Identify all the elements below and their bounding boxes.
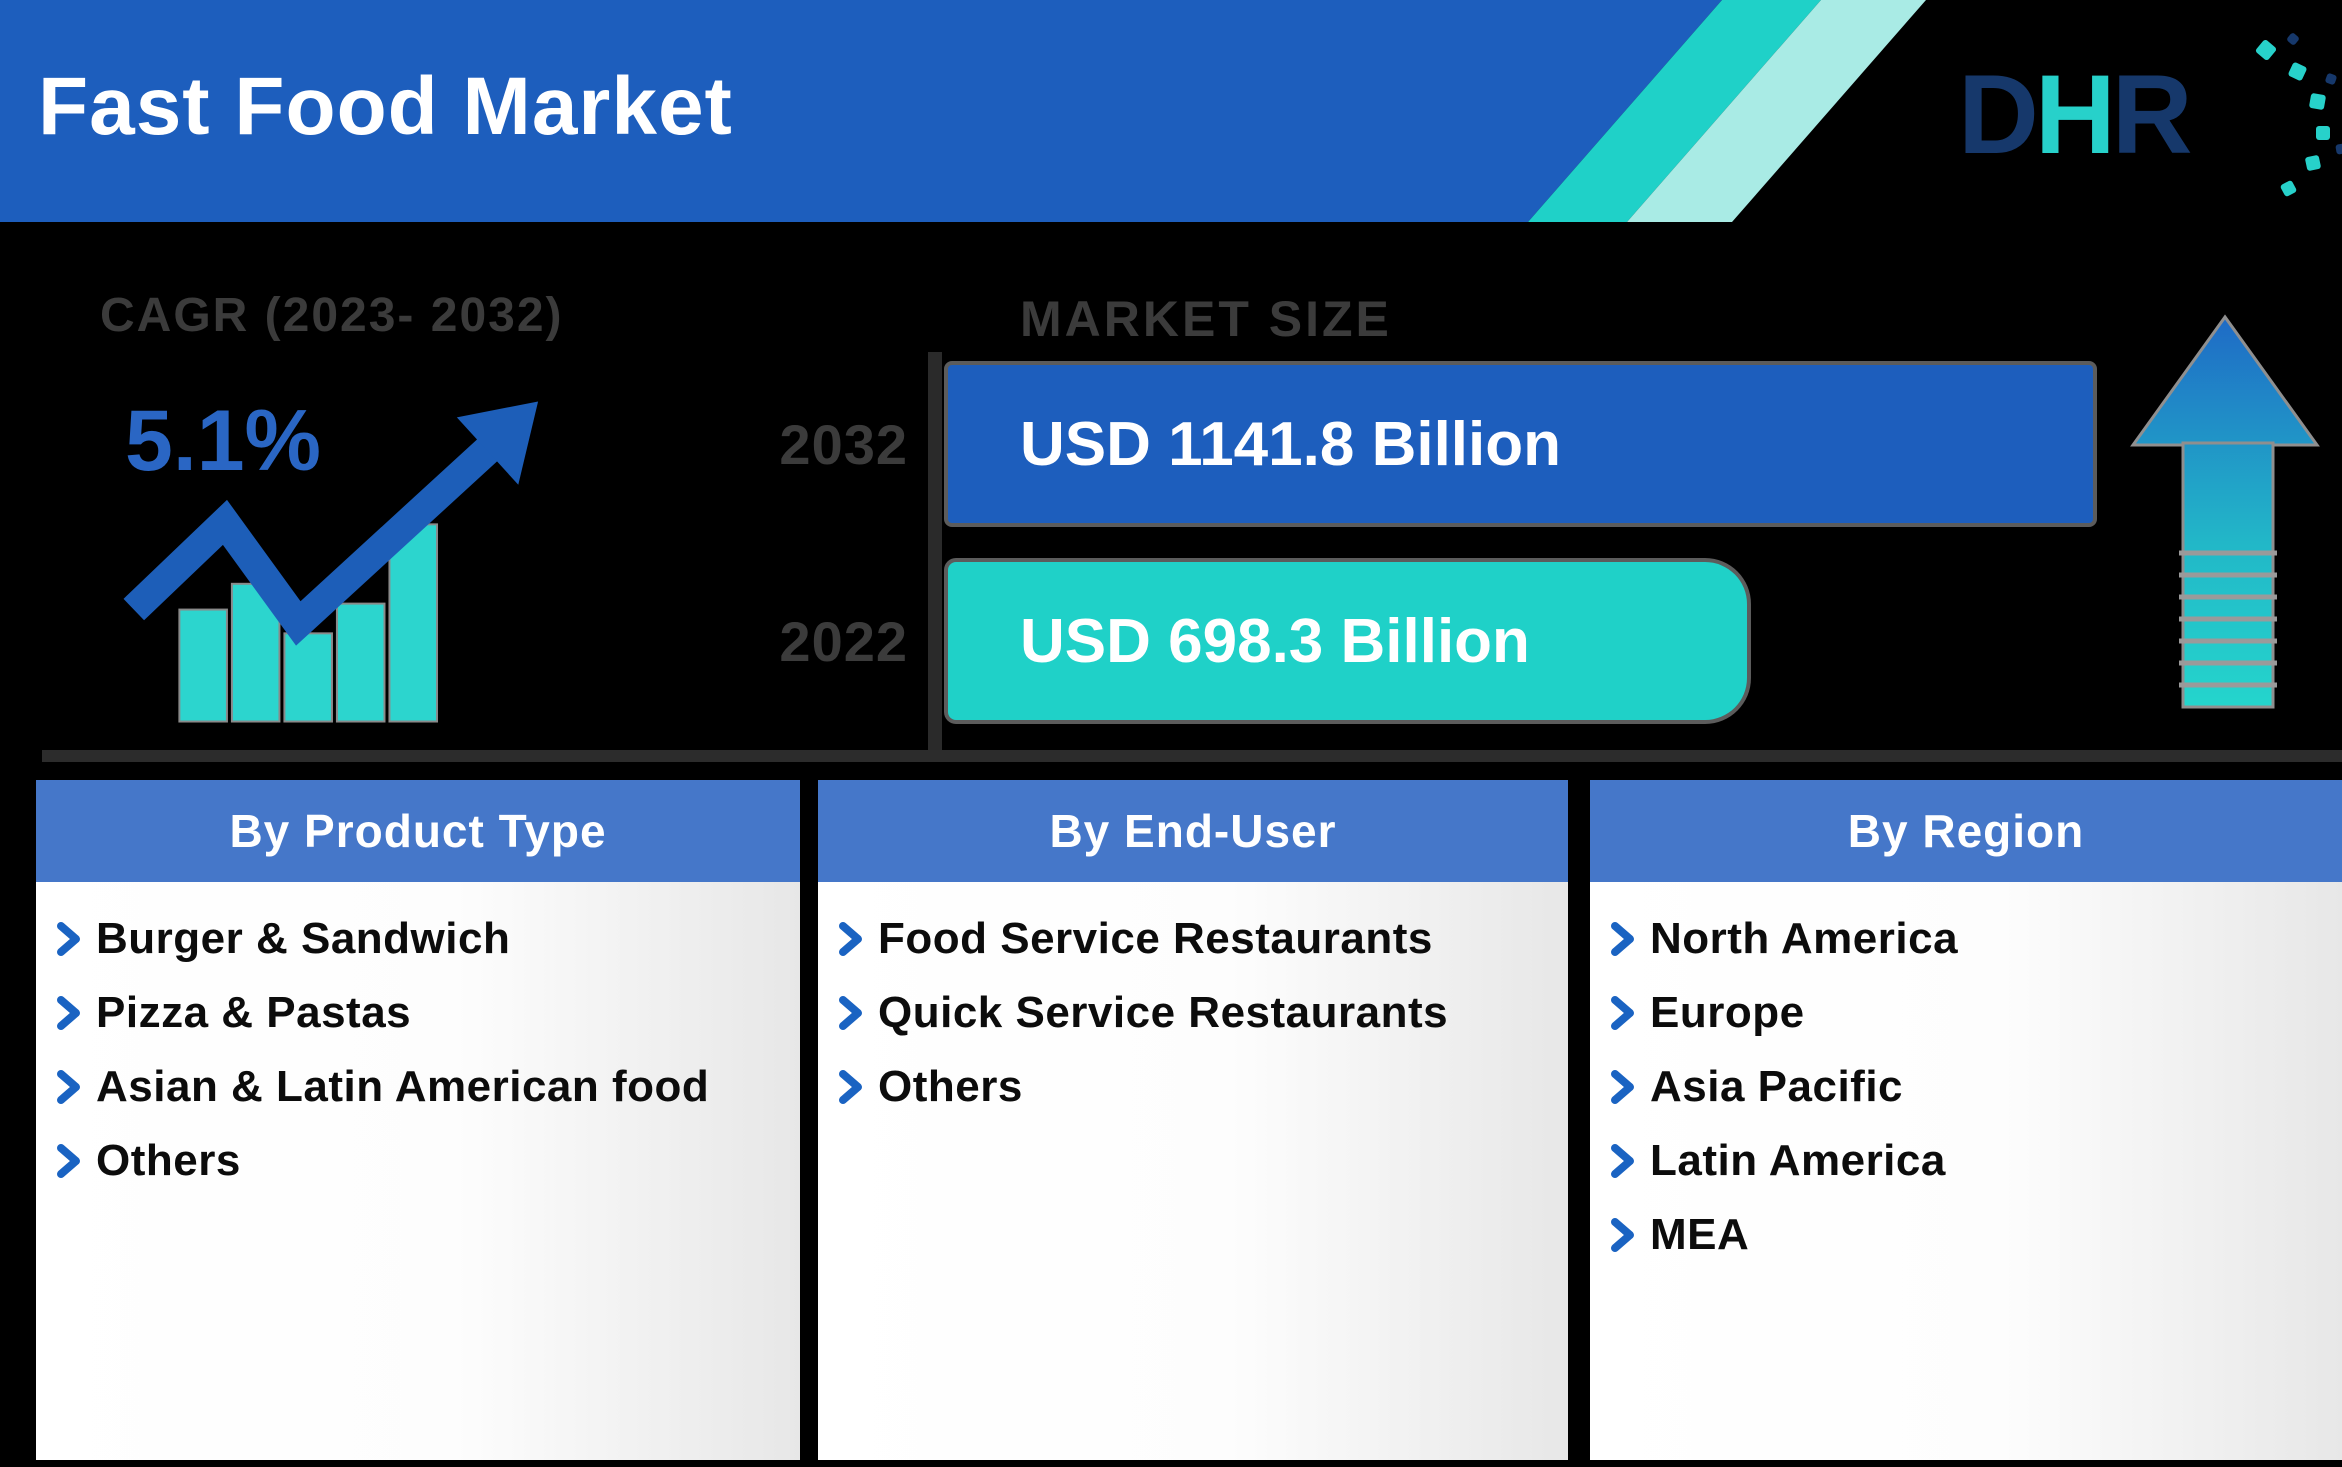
item-label: Europe — [1650, 988, 1805, 1037]
list-item: Pizza & Pastas — [56, 976, 800, 1050]
chevron-right-icon — [1611, 922, 1634, 956]
page-title: Fast Food Market — [38, 61, 733, 152]
market-size-bar-2032: USD 1141.8 Billion — [948, 365, 2093, 523]
column-body: Food Service Restaurants Quick Service Re… — [818, 882, 1568, 1460]
chevron-right-icon — [839, 996, 862, 1030]
chevron-right-icon — [57, 1144, 80, 1178]
bar-value-label: USD 1141.8 Billion — [1020, 409, 1561, 479]
logo-letter-r: R — [2111, 52, 2193, 177]
list-item: Asian & Latin American food — [56, 1050, 800, 1124]
growth-chart-icon — [123, 401, 539, 723]
dhr-logo: DHR — [1958, 31, 2342, 210]
bar-chart-axis — [928, 352, 942, 753]
chevron-right-icon — [839, 922, 862, 956]
column-header: By End-User — [818, 780, 1568, 882]
chevron-right-icon — [1611, 1218, 1634, 1252]
item-label: Others — [96, 1136, 241, 1185]
chevron-right-icon — [1611, 996, 1634, 1030]
banner-blue-shape — [0, 0, 1722, 222]
cagr-value: 5.1% — [125, 393, 322, 489]
item-label: North America — [1650, 914, 1959, 963]
list-item: MEA — [1610, 1198, 2342, 1272]
list-item: North America — [1610, 902, 2342, 976]
logo-letter-d: D — [1958, 52, 2039, 177]
item-label: Pizza & Pastas — [96, 988, 412, 1037]
bar-row-2022: 2022 USD 698.3 Billion — [690, 562, 1747, 720]
item-label: Quick Service Restaurants — [878, 988, 1449, 1037]
market-size-heading: MARKET SIZE — [1020, 291, 1392, 347]
list-item: Others — [56, 1124, 800, 1198]
item-label: Food Service Restaurants — [878, 914, 1433, 963]
list-item: Asia Pacific — [1610, 1050, 2342, 1124]
market-size-bar-2022: USD 698.3 Billion — [948, 562, 1747, 720]
item-label: Others — [878, 1062, 1023, 1111]
header-banner: Fast Food Market — [0, 0, 2342, 222]
column-by-end-user: By End-User Food Service Restaurants Quic… — [818, 780, 1568, 1460]
list-item: Burger & Sandwich — [56, 902, 800, 976]
cagr-label: CAGR (2023- 2032) — [100, 289, 564, 342]
year-label: 2022 — [779, 609, 908, 673]
chevron-right-icon — [57, 1070, 80, 1104]
item-label: MEA — [1650, 1210, 1750, 1259]
item-label: Latin America — [1650, 1136, 1946, 1185]
section-divider — [42, 750, 2342, 762]
column-by-product-type: By Product Type Burger & Sandwich Pizza &… — [36, 780, 800, 1460]
chevron-right-icon — [57, 922, 80, 956]
chevron-right-icon — [1611, 1070, 1634, 1104]
list-item: Latin America — [1610, 1124, 2342, 1198]
chevron-right-icon — [57, 996, 80, 1030]
bar-row-2032: 2032 USD 1141.8 Billion — [690, 365, 2093, 523]
column-header: By Region — [1590, 780, 2342, 882]
column-header: By Product Type — [36, 780, 800, 882]
list-item: Others — [838, 1050, 1568, 1124]
column-by-region: By Region North America Europe Asia Pacifi… — [1590, 780, 2342, 1460]
dhr-logo-letters: DHR — [1958, 40, 2338, 190]
chevron-right-icon — [1611, 1144, 1634, 1178]
bar-value-label: USD 698.3 Billion — [1020, 606, 1530, 676]
item-label: Asia Pacific — [1650, 1062, 1904, 1111]
list-item: Quick Service Restaurants — [838, 976, 1568, 1050]
item-label: Burger & Sandwich — [96, 914, 511, 963]
column-body: Burger & Sandwich Pizza & Pastas Asian & L… — [36, 882, 800, 1460]
list-item: Food Service Restaurants — [838, 902, 1568, 976]
list-item: Europe — [1610, 976, 2342, 1050]
column-body: North America Europe Asia Pacific Latin Ame… — [1590, 882, 2342, 1460]
logo-letter-h: H — [2034, 52, 2116, 177]
year-label: 2032 — [779, 412, 908, 476]
upward-trend-arrow-icon — [2130, 314, 2320, 709]
item-label: Asian & Latin American food — [96, 1062, 710, 1111]
chevron-right-icon — [839, 1070, 862, 1104]
